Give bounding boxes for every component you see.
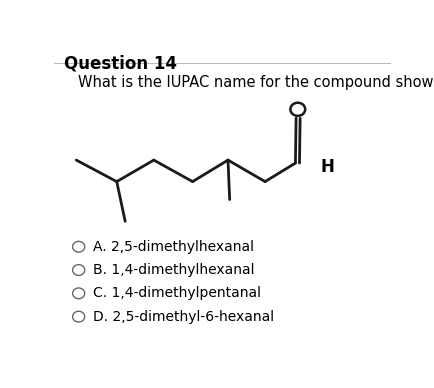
Text: H: H <box>320 158 334 176</box>
Text: C. 1,4-dimethylpentanal: C. 1,4-dimethylpentanal <box>93 286 260 300</box>
Text: A. 2,5-dimethylhexanal: A. 2,5-dimethylhexanal <box>93 240 253 254</box>
Text: What is the IUPAC name for the compound shown below?: What is the IUPAC name for the compound … <box>78 75 434 90</box>
Text: Question 14: Question 14 <box>64 54 177 72</box>
Text: D. 2,5-dimethyl-6-hexanal: D. 2,5-dimethyl-6-hexanal <box>93 310 274 324</box>
Text: B. 1,4-dimethylhexanal: B. 1,4-dimethylhexanal <box>93 263 254 277</box>
